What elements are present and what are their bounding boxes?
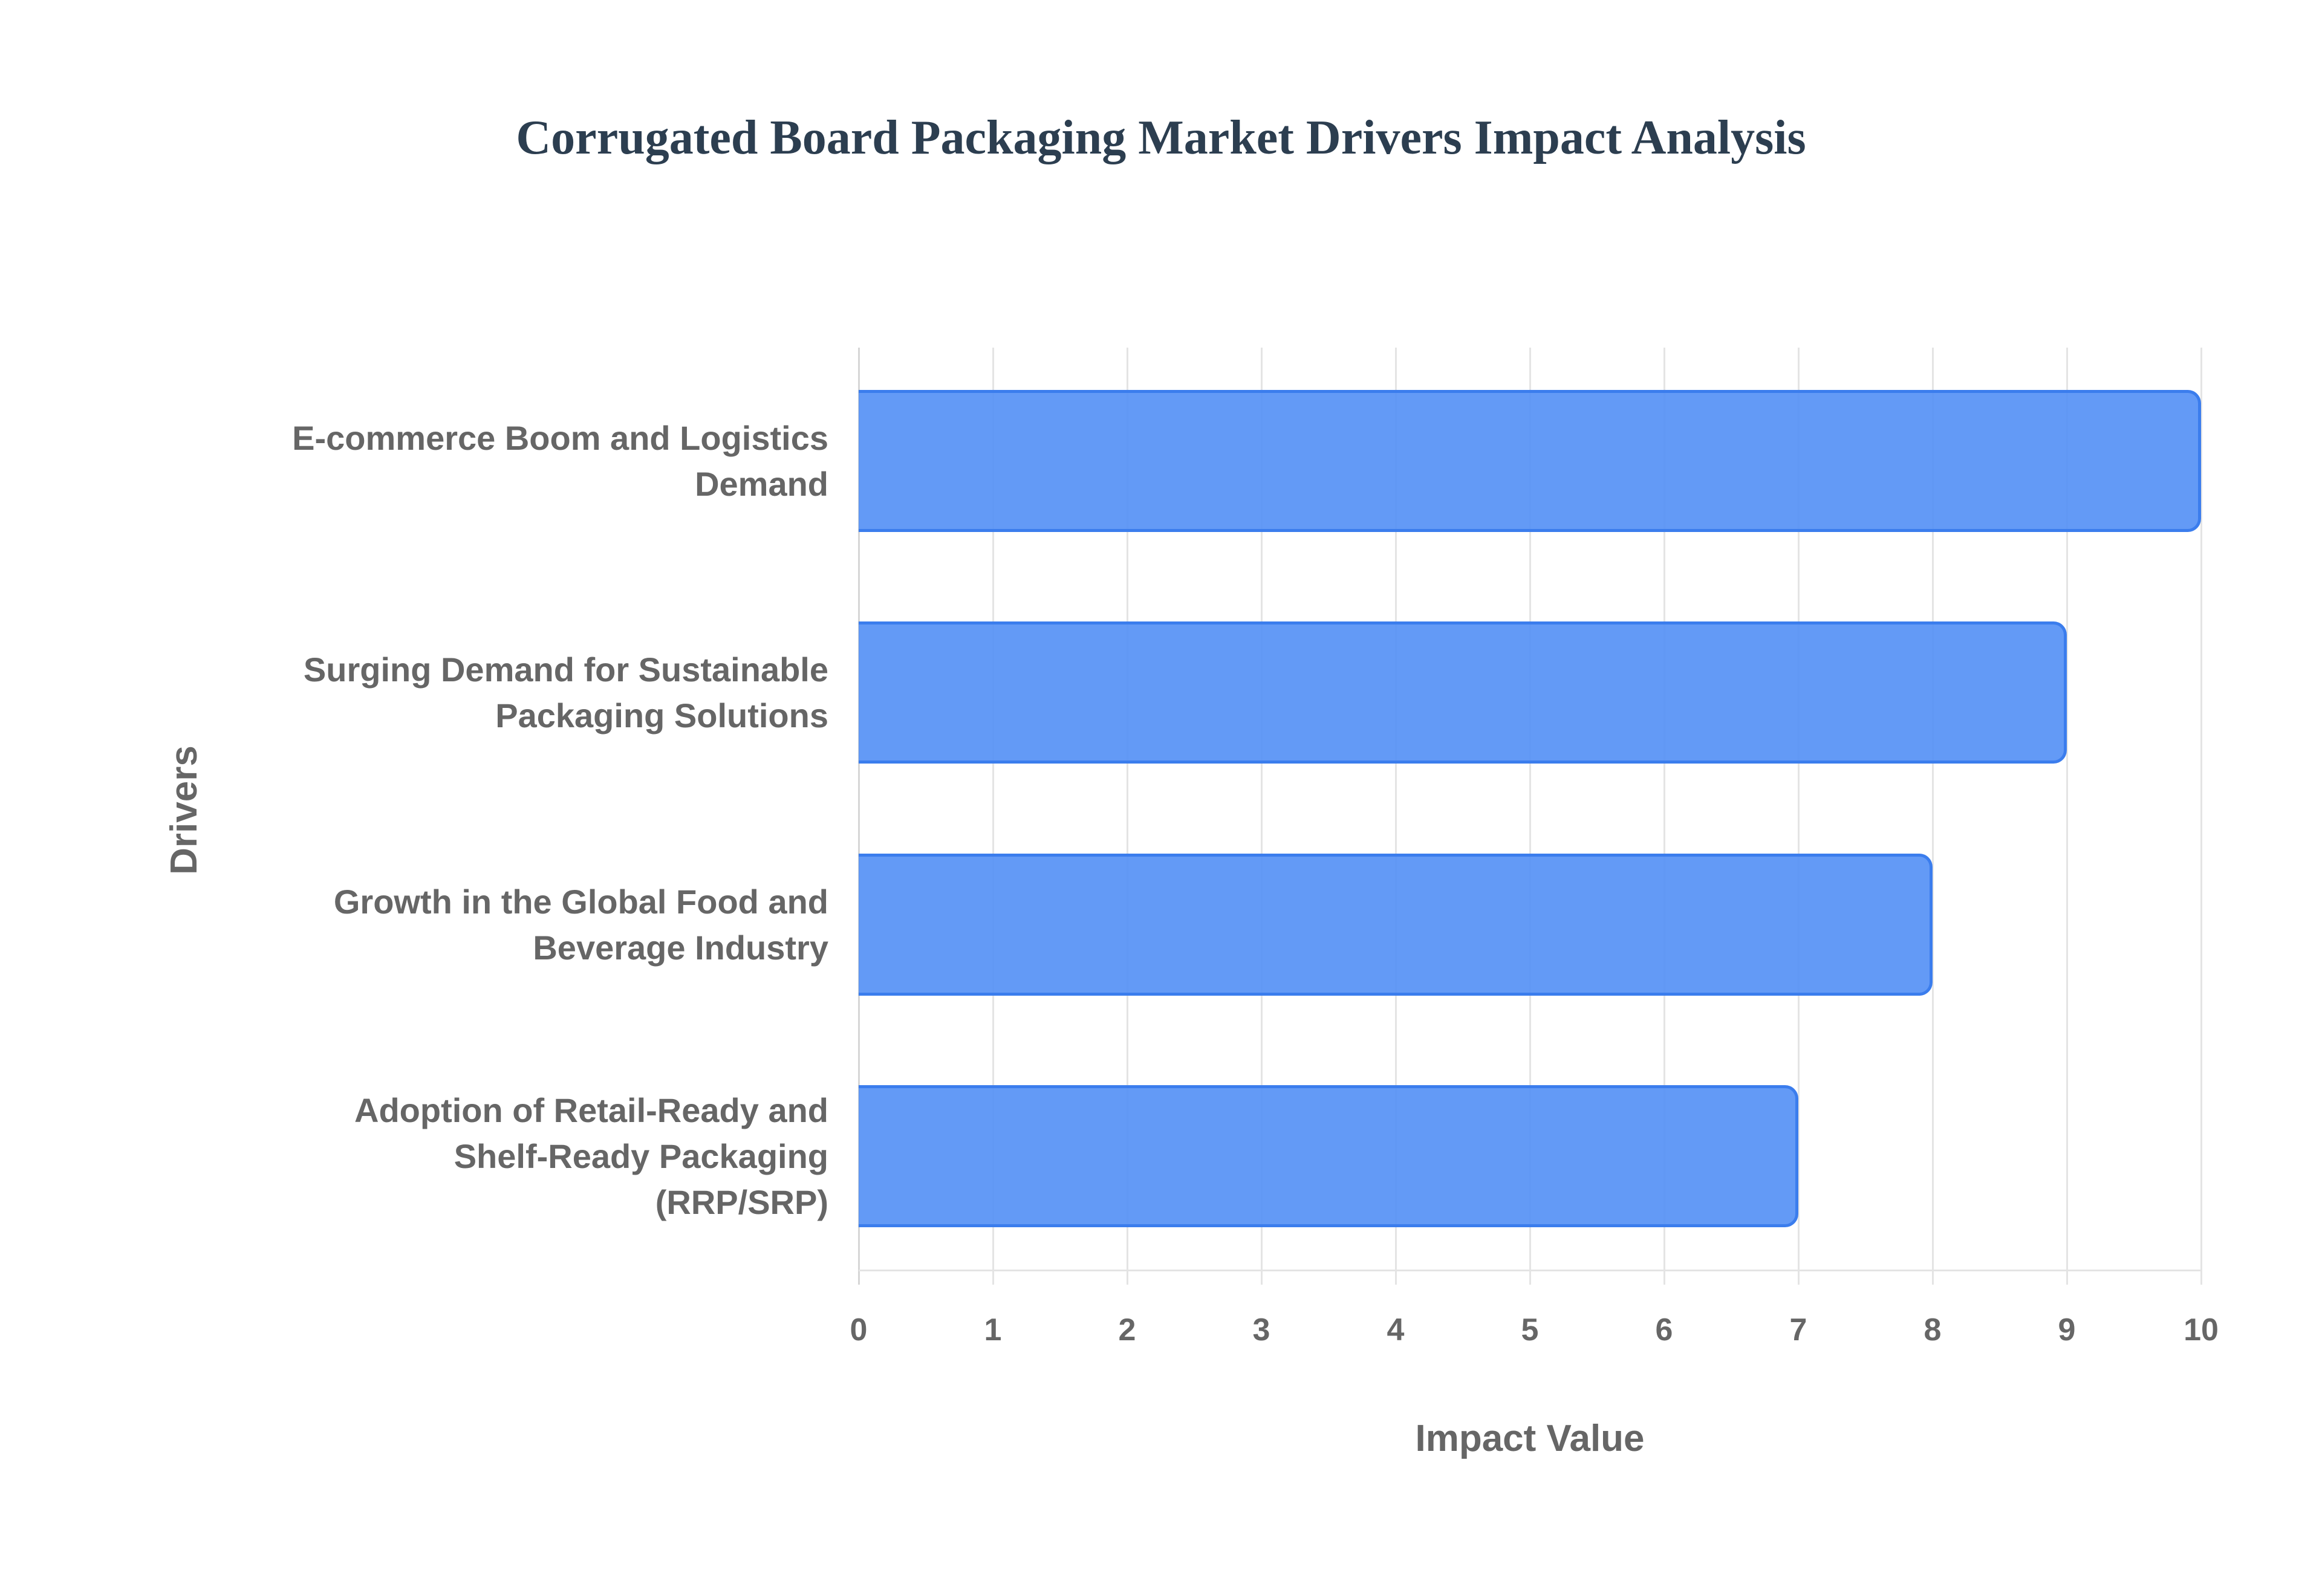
y-tick-label: Adoption of Retail-Ready and Shelf-Ready … (224, 1088, 828, 1225)
y-tick-label-line: Packaging Solutions (495, 696, 828, 735)
gridline (1529, 348, 1531, 1285)
x-tick-label: 5 (1521, 1312, 1539, 1348)
chart-title: Corrugated Board Packaging Market Driver… (516, 111, 1806, 164)
y-tick-label: Growth in the Global Food and Beverage In… (224, 879, 828, 971)
gridline (2200, 348, 2202, 1285)
y-tick-label-line: Beverage Industry (533, 928, 828, 967)
gridline (1798, 348, 1800, 1285)
x-tick-label: 9 (2058, 1312, 2076, 1348)
gridline (1395, 348, 1397, 1285)
y-tick-label-line: E-commerce Boom and Logistics (292, 418, 828, 457)
x-axis-title: Impact Value (1415, 1418, 1645, 1459)
y-tick-label-line: (RRP/SRP) (655, 1182, 828, 1221)
x-tick-label: 2 (1118, 1312, 1136, 1348)
x-tick-label: 7 (1789, 1312, 1807, 1348)
x-tick-label: 0 (850, 1312, 868, 1348)
plot-area (858, 348, 2202, 1285)
y-axis-title: Drivers (163, 745, 205, 875)
gridline (1127, 348, 1128, 1285)
y-tick-label-line: Growth in the Global Food and (333, 882, 828, 921)
y-tick-label-line: Surging Demand for Sustainable (303, 650, 828, 689)
gridline (1932, 348, 1934, 1285)
y-tick-label-line: Shelf-Ready Packaging (454, 1137, 828, 1175)
x-tick-label: 8 (1924, 1312, 1942, 1348)
gridline (992, 348, 994, 1285)
bar[interactable] (859, 1085, 1798, 1227)
y-tick-label-line: Adoption of Retail-Ready and (354, 1091, 828, 1129)
y-tick-label: E-commerce Boom and Logistics Demand (224, 415, 828, 507)
gridline (1663, 348, 1665, 1285)
y-tick-label-line: Demand (695, 464, 828, 503)
gridline (858, 348, 860, 1285)
x-tick-label: 3 (1252, 1312, 1270, 1348)
bar[interactable] (859, 854, 1933, 996)
bar[interactable] (859, 621, 2067, 764)
gridline (1261, 348, 1263, 1285)
x-tick-label: 10 (2184, 1312, 2219, 1348)
gridline (2066, 348, 2068, 1285)
x-tick-label: 6 (1655, 1312, 1673, 1348)
x-tick-label: 4 (1387, 1312, 1405, 1348)
x-tick-label: 1 (984, 1312, 1002, 1348)
x-axis-line (859, 1270, 2201, 1271)
y-tick-label: Surging Demand for Sustainable Packaging … (224, 647, 828, 739)
bar[interactable] (859, 390, 2201, 532)
